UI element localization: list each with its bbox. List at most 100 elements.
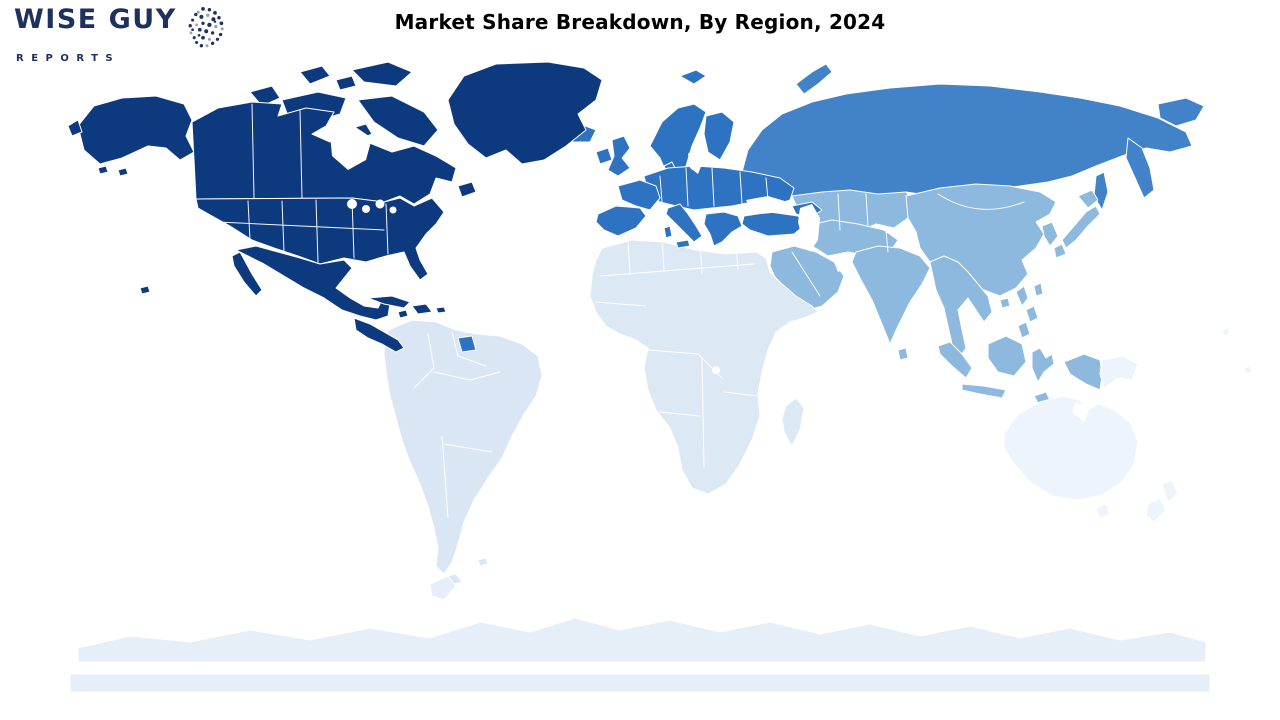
dotted-head-logo-icon [188, 7, 224, 48]
arctic-island-2 [335, 75, 357, 91]
sakhalin-island [1093, 171, 1109, 211]
china-mongolia [905, 183, 1057, 297]
new-zealand-north [1161, 479, 1179, 503]
gulf-of-carpentaria [1072, 402, 1090, 422]
country-russia [741, 83, 1193, 199]
ellesmere-island [351, 61, 413, 87]
india [851, 245, 931, 345]
lake-victoria [712, 366, 720, 374]
caspian-sea [798, 204, 820, 252]
tasmania [1095, 503, 1111, 519]
great-lake-ontario [389, 206, 397, 214]
aleutian-2 [117, 167, 129, 177]
taiwan [1033, 282, 1044, 297]
turkey [741, 211, 807, 237]
novaya-zemlya [795, 63, 833, 95]
balkans-greece [703, 211, 743, 247]
antarctic-ice-shelf [69, 673, 1211, 693]
ocean-overlays [330, 126, 1090, 422]
black-sea [746, 196, 788, 214]
region-russia [741, 63, 1205, 211]
sulawesi [1031, 347, 1055, 383]
finland [703, 111, 735, 161]
antarctica-mainland [77, 617, 1207, 663]
japan-hokkaido [1077, 189, 1099, 209]
philippines-mindanao [1017, 321, 1031, 339]
arctic-island-1 [299, 65, 331, 85]
madagascar [781, 397, 805, 447]
pacific-island-2 [1243, 365, 1253, 375]
philippines-visayas [1025, 305, 1039, 323]
alaska [77, 95, 195, 165]
borders-asia [791, 193, 1025, 297]
logo-wordmark: WISE GUY [14, 4, 177, 35]
kamchatka-peninsula [1125, 137, 1155, 199]
region-oceania [1003, 327, 1253, 523]
united-states [195, 197, 445, 281]
region-europe [457, 69, 823, 353]
hawaii [139, 285, 151, 295]
new-zealand-south [1145, 497, 1167, 523]
sumatra [937, 341, 973, 379]
france [617, 179, 661, 211]
great-lake-michigan [362, 205, 370, 213]
chukotka [1157, 97, 1205, 127]
arctic-island-3 [249, 85, 281, 107]
baja-california [231, 251, 263, 297]
antarctic-peninsula [429, 575, 457, 601]
united-kingdom [607, 135, 631, 177]
japan-kyushu [1053, 243, 1067, 259]
sicily [675, 239, 691, 249]
iberia [595, 205, 647, 237]
baltic-sea [688, 144, 706, 174]
papua-new-guinea [1099, 355, 1139, 389]
korea [1041, 221, 1059, 247]
hainan [999, 297, 1011, 309]
west-papua [1063, 353, 1103, 391]
great-lake-huron [375, 199, 385, 209]
philippines-luzon [1015, 285, 1029, 307]
italy [665, 203, 703, 243]
jamaica [397, 309, 409, 319]
region-africa [589, 239, 819, 495]
region-asia-pacific [769, 183, 1103, 404]
puerto-rico [435, 306, 447, 314]
logo-subtext: REPORTS [16, 53, 121, 64]
wise-guy-reports-logo: WISE GUY REPORTS [14, 6, 227, 64]
alaska-west [67, 119, 83, 137]
svalbard [679, 69, 707, 85]
japan-honshu [1061, 205, 1101, 249]
newfoundland [457, 181, 477, 198]
baffin-island [357, 95, 439, 147]
french-guiana [457, 335, 477, 353]
java [961, 383, 1007, 399]
sardinia [663, 225, 673, 239]
cuba [367, 295, 411, 309]
chart-title: Market Share Breakdown, By Region, 2024 [394, 10, 886, 34]
aleutian-1 [97, 165, 109, 175]
greenland [447, 61, 603, 165]
australia [1003, 395, 1139, 501]
borders-europe [659, 167, 769, 207]
falkland-islands [477, 557, 489, 567]
mexico [235, 245, 391, 321]
persian-gulf [834, 256, 850, 272]
borders-africa [595, 235, 759, 469]
hudson-bay [330, 126, 372, 170]
region-antarctica [69, 575, 1211, 693]
borders-north-america [217, 103, 389, 263]
ireland [595, 147, 613, 165]
borders-south-america [413, 331, 501, 519]
border-lines [217, 103, 1025, 519]
africa-mainland [589, 239, 819, 495]
region-south-america [383, 319, 543, 587]
pacific-island-1 [1221, 327, 1231, 337]
sri-lanka [897, 347, 909, 361]
region-north-america [67, 61, 603, 353]
central-america [353, 317, 405, 353]
hispaniola [411, 303, 433, 315]
indochina [929, 255, 993, 361]
borneo [987, 335, 1027, 377]
